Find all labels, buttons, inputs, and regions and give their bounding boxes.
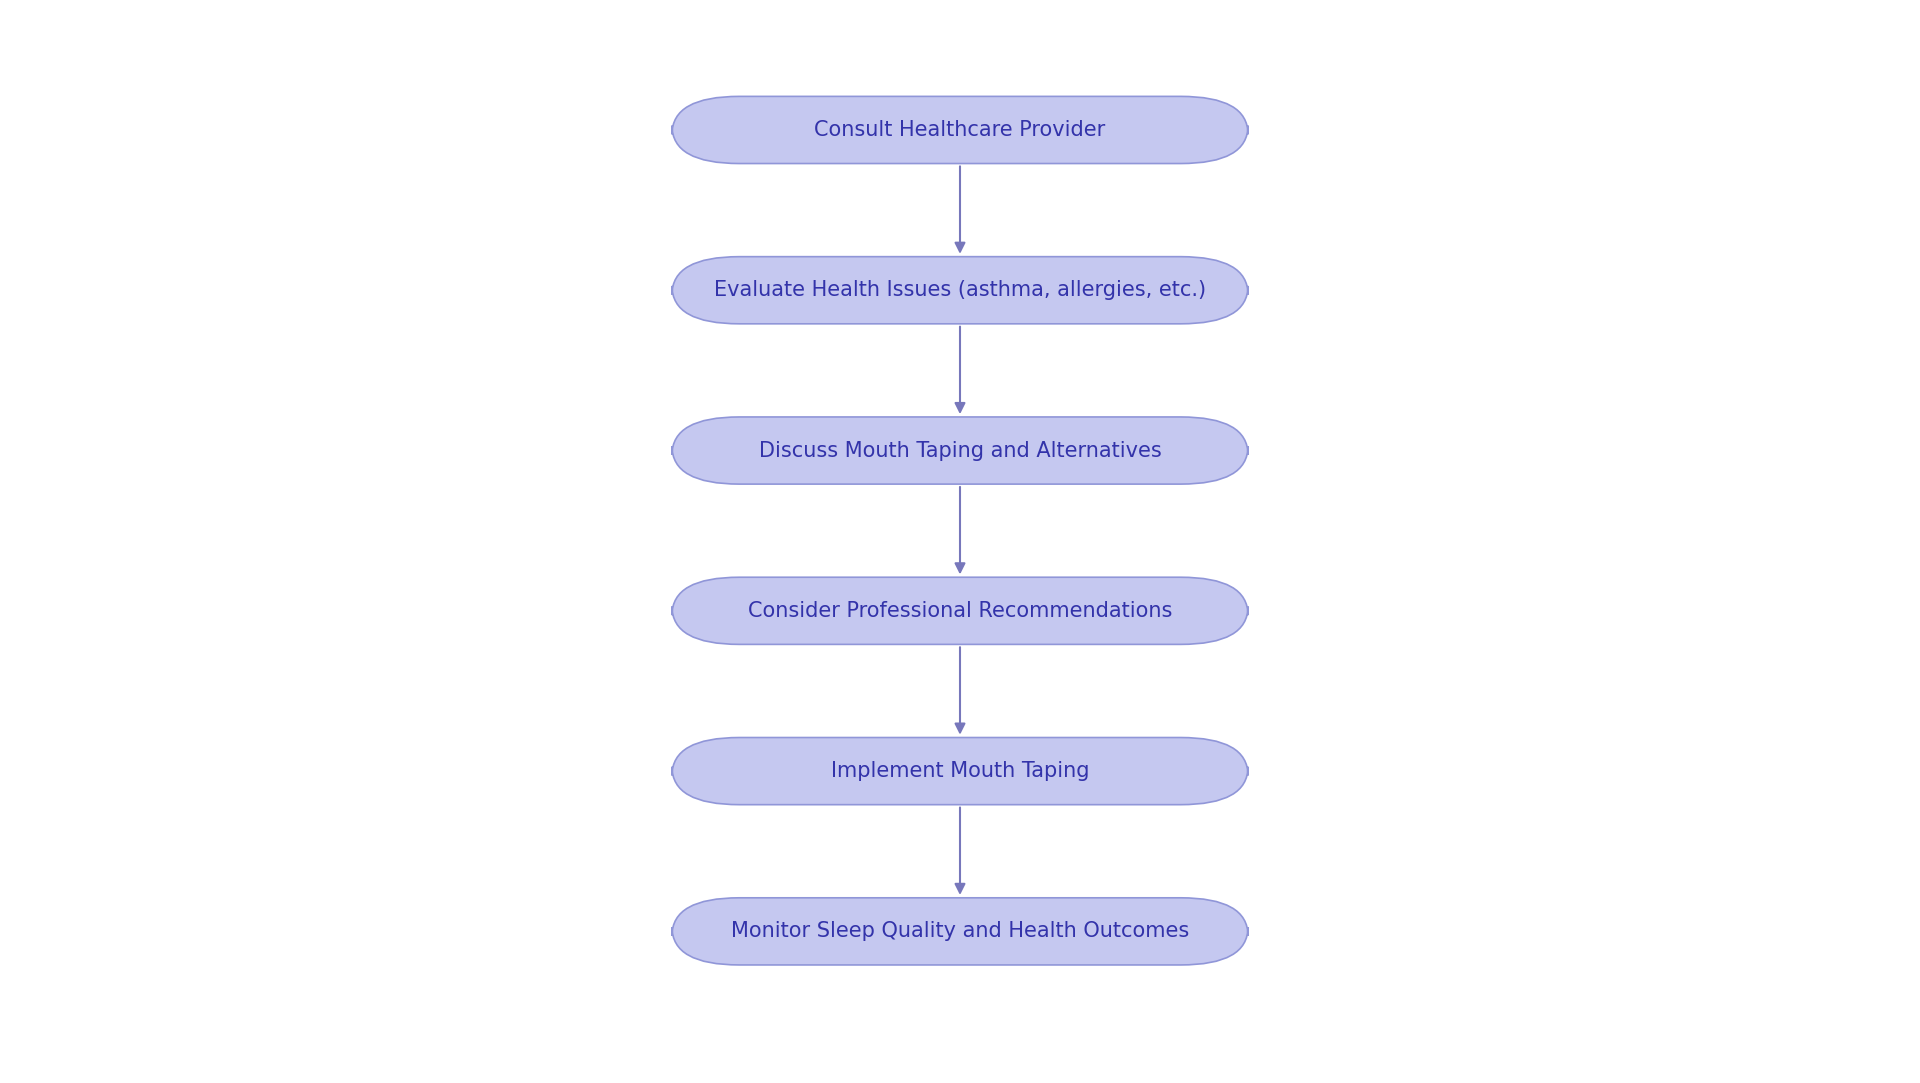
FancyBboxPatch shape (672, 417, 1248, 484)
FancyBboxPatch shape (672, 738, 1248, 805)
FancyBboxPatch shape (672, 257, 1248, 324)
Text: Discuss Mouth Taping and Alternatives: Discuss Mouth Taping and Alternatives (758, 441, 1162, 460)
Text: Implement Mouth Taping: Implement Mouth Taping (831, 761, 1089, 781)
Text: Consult Healthcare Provider: Consult Healthcare Provider (814, 120, 1106, 140)
FancyBboxPatch shape (672, 96, 1248, 164)
FancyBboxPatch shape (672, 577, 1248, 644)
Text: Monitor Sleep Quality and Health Outcomes: Monitor Sleep Quality and Health Outcome… (732, 922, 1188, 941)
Text: Consider Professional Recommendations: Consider Professional Recommendations (747, 601, 1173, 621)
FancyBboxPatch shape (672, 898, 1248, 965)
Text: Evaluate Health Issues (asthma, allergies, etc.): Evaluate Health Issues (asthma, allergie… (714, 280, 1206, 300)
